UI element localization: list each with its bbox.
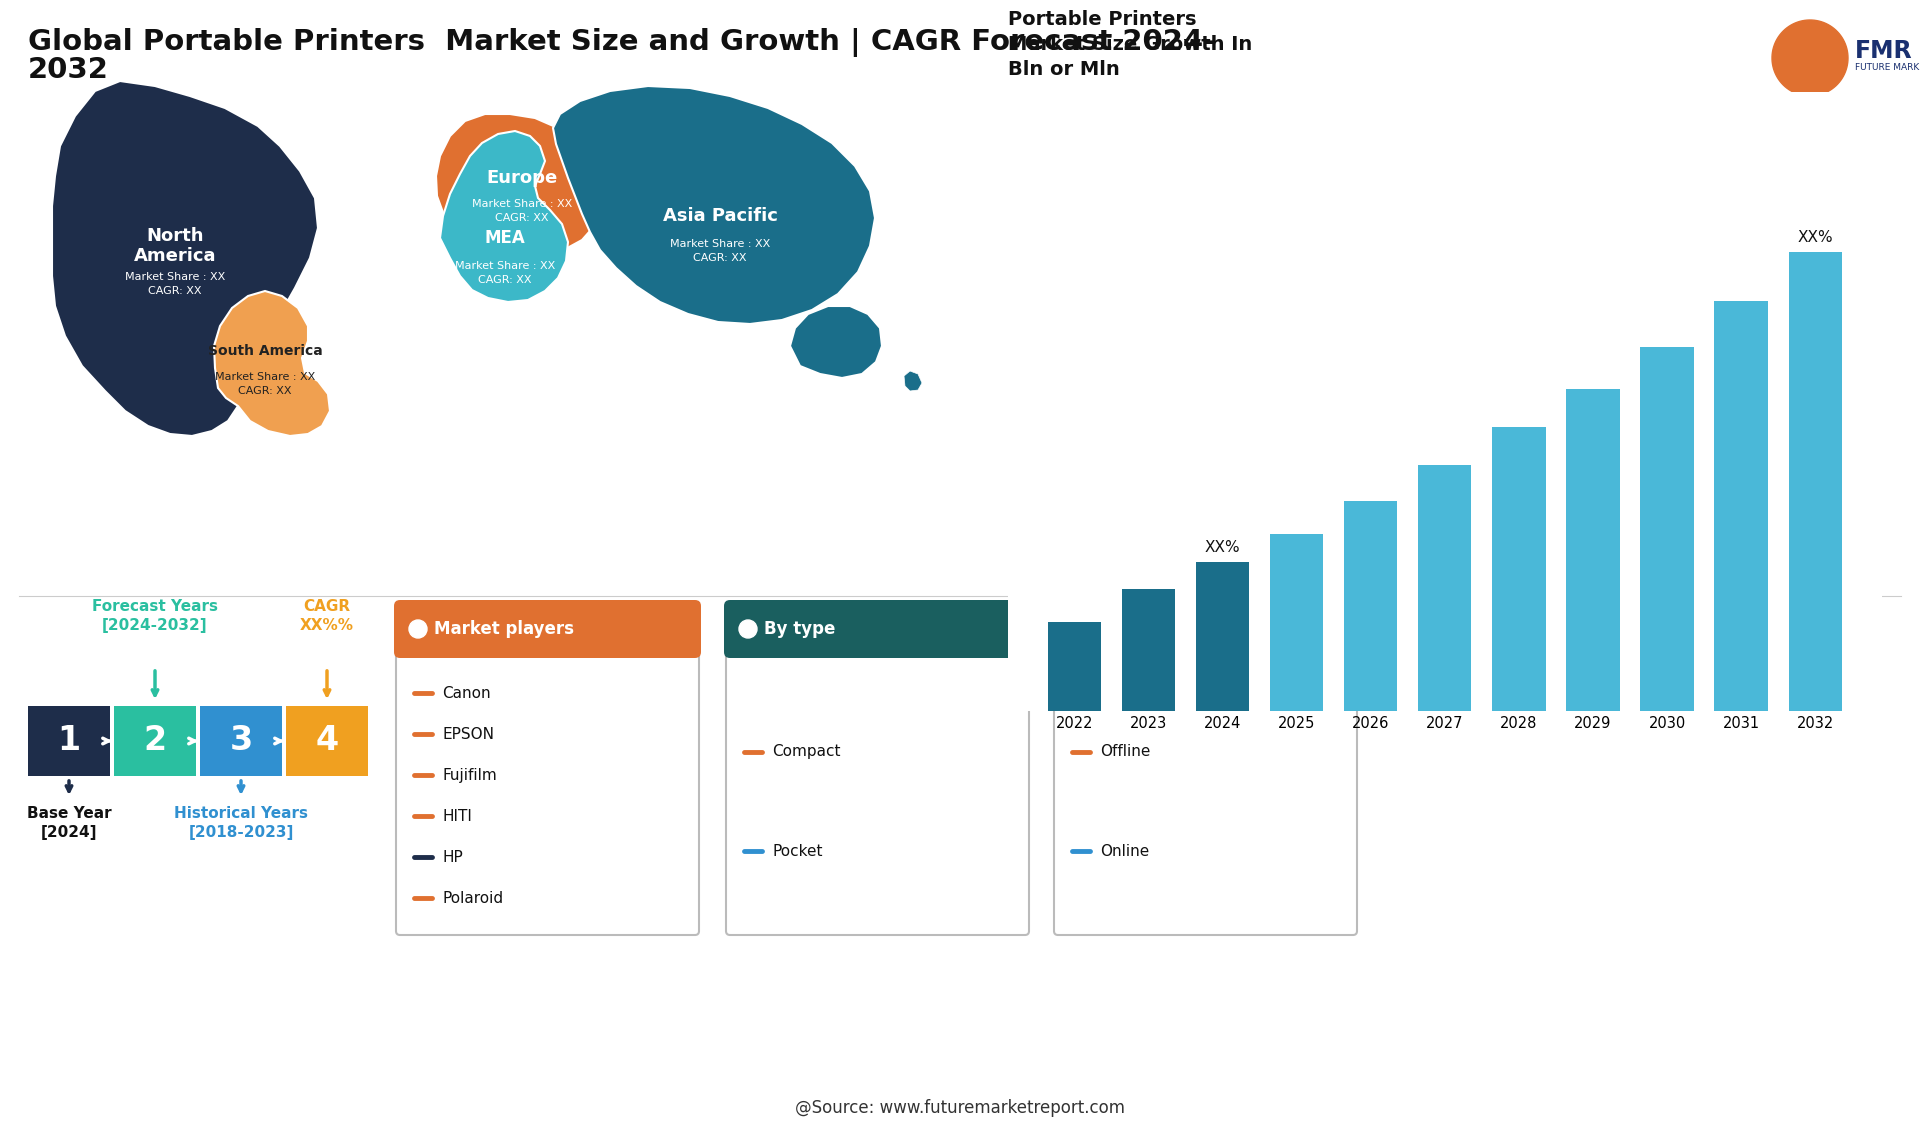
Text: Market Share : XX
CAGR: XX: Market Share : XX CAGR: XX: [215, 372, 315, 395]
Text: By type: By type: [764, 620, 835, 638]
Text: 4: 4: [315, 724, 338, 758]
Text: Global Portable Printers  Market Size and Growth | CAGR Forecast 2024-: Global Portable Printers Market Size and…: [29, 28, 1215, 57]
Text: Base Year
[2024]: Base Year [2024]: [27, 806, 111, 840]
FancyBboxPatch shape: [113, 706, 196, 776]
Bar: [1640, 347, 1693, 711]
FancyBboxPatch shape: [29, 706, 109, 776]
Polygon shape: [904, 371, 922, 391]
Text: Market Share : XX
CAGR: XX: Market Share : XX CAGR: XX: [670, 240, 770, 262]
FancyBboxPatch shape: [1054, 647, 1357, 935]
Text: Online: Online: [1100, 843, 1150, 858]
Text: CAGR
XX%%: CAGR XX%%: [300, 599, 353, 633]
Bar: [1048, 622, 1100, 711]
Bar: [1715, 300, 1768, 711]
Text: By application: By application: [1092, 620, 1225, 638]
Polygon shape: [789, 306, 881, 378]
Bar: [1196, 563, 1250, 711]
Text: Pocket: Pocket: [772, 843, 822, 858]
Text: XX%: XX%: [1797, 230, 1834, 245]
Bar: [1789, 252, 1841, 711]
Text: Forecast Years
[2024-2032]: Forecast Years [2024-2032]: [92, 599, 219, 633]
Text: Portable Printers
Market Size Growth In
Bln or Mln: Portable Printers Market Size Growth In …: [1008, 10, 1252, 79]
Polygon shape: [1772, 19, 1847, 96]
Polygon shape: [52, 81, 319, 435]
Text: 1: 1: [58, 724, 81, 758]
Bar: [1269, 534, 1323, 711]
Circle shape: [409, 620, 426, 638]
FancyBboxPatch shape: [724, 601, 1031, 658]
Text: 3: 3: [228, 724, 253, 758]
Text: Canon: Canon: [442, 685, 492, 700]
Text: Europe: Europe: [486, 168, 557, 187]
FancyBboxPatch shape: [286, 706, 369, 776]
FancyBboxPatch shape: [726, 647, 1029, 935]
FancyBboxPatch shape: [200, 706, 282, 776]
Text: Offline: Offline: [1100, 744, 1150, 759]
FancyBboxPatch shape: [1052, 601, 1359, 658]
Bar: [1419, 465, 1471, 711]
FancyBboxPatch shape: [394, 601, 701, 658]
Text: HP: HP: [442, 849, 463, 864]
Text: Compact: Compact: [772, 744, 841, 759]
Text: Fujifilm: Fujifilm: [442, 768, 497, 783]
Bar: [1492, 426, 1546, 711]
Text: Historical Years
[2018-2023]: Historical Years [2018-2023]: [175, 806, 307, 840]
Bar: [1344, 501, 1398, 711]
Text: FUTURE MARKET REPORT: FUTURE MARKET REPORT: [1855, 63, 1920, 72]
Text: XX%: XX%: [1204, 541, 1240, 556]
FancyBboxPatch shape: [396, 647, 699, 935]
Text: Market players: Market players: [434, 620, 574, 638]
Text: 2032: 2032: [29, 56, 109, 84]
Text: FMR: FMR: [1855, 39, 1912, 63]
Text: EPSON: EPSON: [442, 727, 493, 741]
Polygon shape: [213, 291, 330, 435]
Text: North
America: North America: [134, 227, 217, 266]
Polygon shape: [440, 131, 568, 303]
Text: @Source: www.futuremarketreport.com: @Source: www.futuremarketreport.com: [795, 1099, 1125, 1117]
Text: Asia Pacific: Asia Pacific: [662, 207, 778, 225]
Bar: [1121, 589, 1175, 711]
Polygon shape: [553, 86, 876, 324]
Polygon shape: [436, 113, 607, 258]
Circle shape: [1068, 620, 1085, 638]
Bar: [1567, 388, 1620, 711]
Text: 2: 2: [144, 724, 167, 758]
Text: HITI: HITI: [442, 809, 472, 824]
Text: MEA: MEA: [484, 229, 526, 248]
Text: Market Share : XX
CAGR: XX: Market Share : XX CAGR: XX: [472, 199, 572, 222]
Text: Market Share : XX
CAGR: XX: Market Share : XX CAGR: XX: [455, 261, 555, 284]
Circle shape: [739, 620, 756, 638]
Text: Polaroid: Polaroid: [442, 890, 503, 905]
Text: Market Share : XX
CAGR: XX: Market Share : XX CAGR: XX: [125, 273, 225, 296]
Text: South America: South America: [207, 344, 323, 358]
